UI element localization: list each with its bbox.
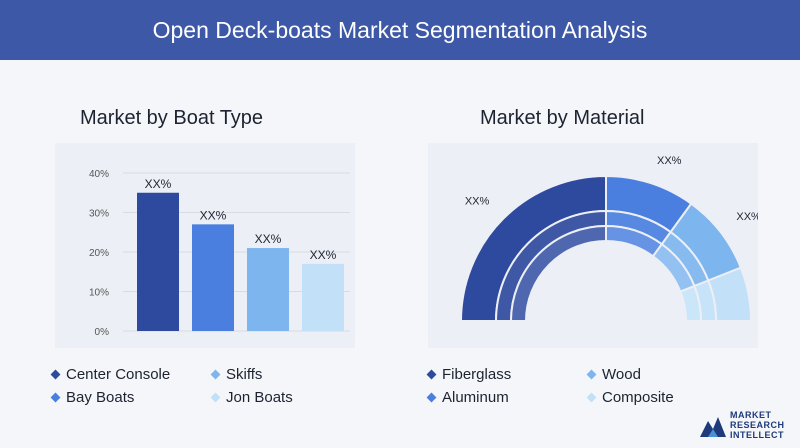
legend-label: Bay Boats <box>66 389 135 406</box>
legend-item-composite: Composite <box>586 389 674 406</box>
donut-chart-panel: XX%XX%XX%XX% <box>428 143 793 348</box>
slice-value-label: XX% <box>736 211 758 223</box>
legend-label: Fiberglass <box>442 366 512 383</box>
slice-composite <box>679 284 703 322</box>
market-research-intellect-logo: MARKET RESEARCH INTELLECT <box>700 410 785 440</box>
boat-type-title: Market by Boat Type <box>80 107 264 129</box>
y-tick-label: 0% <box>95 327 110 338</box>
page-title: Open Deck-boats Market Segmentation Anal… <box>152 16 648 43</box>
legend-item-jon-boats: Jon Boats <box>210 389 293 406</box>
legend-swatch <box>586 392 597 403</box>
slice-value-label: XX% <box>657 155 682 167</box>
bar-chart-panel: 0% 10% 20% 30% 40% XX% XX% XX% XX% <box>55 143 355 348</box>
legend-item-skiffs: Skiffs <box>210 366 263 383</box>
y-tick-label: 10% <box>89 288 109 299</box>
slice-value-label: XX% <box>465 195 490 207</box>
page-header: Open Deck-boats Market Segmentation Anal… <box>0 0 800 60</box>
legend-item-wood: Wood <box>586 366 641 383</box>
material-chart: XX%XX%XX%XX% <box>459 155 793 322</box>
legend-swatch <box>586 369 597 380</box>
y-tick-label: 30% <box>89 209 109 220</box>
bar-bay-boats <box>192 224 234 331</box>
legend-label: Jon Boats <box>226 389 293 406</box>
material-title: Market by Material <box>480 107 645 129</box>
legend-label: Composite <box>602 389 674 406</box>
bar-skiffs <box>247 248 289 331</box>
bar-chart: 0% 10% 20% 30% 40% XX% XX% XX% XX% <box>89 169 350 338</box>
legend-label: Aluminum <box>442 389 509 406</box>
y-tick-label: 20% <box>89 248 109 259</box>
logo-line-1: MARKET <box>730 410 772 420</box>
logo-line-3: INTELLECT <box>730 430 784 440</box>
legend-item-bay-boats: Bay Boats <box>50 389 135 406</box>
bar-value-label: XX% <box>145 177 172 191</box>
logo-line-2: RESEARCH <box>730 420 785 430</box>
legend-swatch <box>50 392 61 403</box>
legend-item-center-console: Center Console <box>50 366 171 383</box>
legend-item-fiberglass: Fiberglass <box>426 366 512 383</box>
logo-mountain-icon <box>700 417 726 437</box>
bar-center-console <box>137 192 179 331</box>
y-tick-label: 40% <box>89 169 109 180</box>
legend-label: Skiffs <box>226 366 263 383</box>
legend-swatch <box>210 369 221 380</box>
bar-jon-boats <box>302 263 344 331</box>
legend-swatch <box>426 369 437 380</box>
legend-label: Wood <box>602 366 641 383</box>
legend-label: Center Console <box>66 366 171 383</box>
bar-value-label: XX% <box>200 208 227 222</box>
legend-item-aluminum: Aluminum <box>426 389 509 406</box>
legend-swatch <box>426 392 437 403</box>
legend-swatch <box>50 369 61 380</box>
bar-value-label: XX% <box>310 248 337 262</box>
legend-swatch <box>210 392 221 403</box>
bar-value-label: XX% <box>255 232 282 246</box>
